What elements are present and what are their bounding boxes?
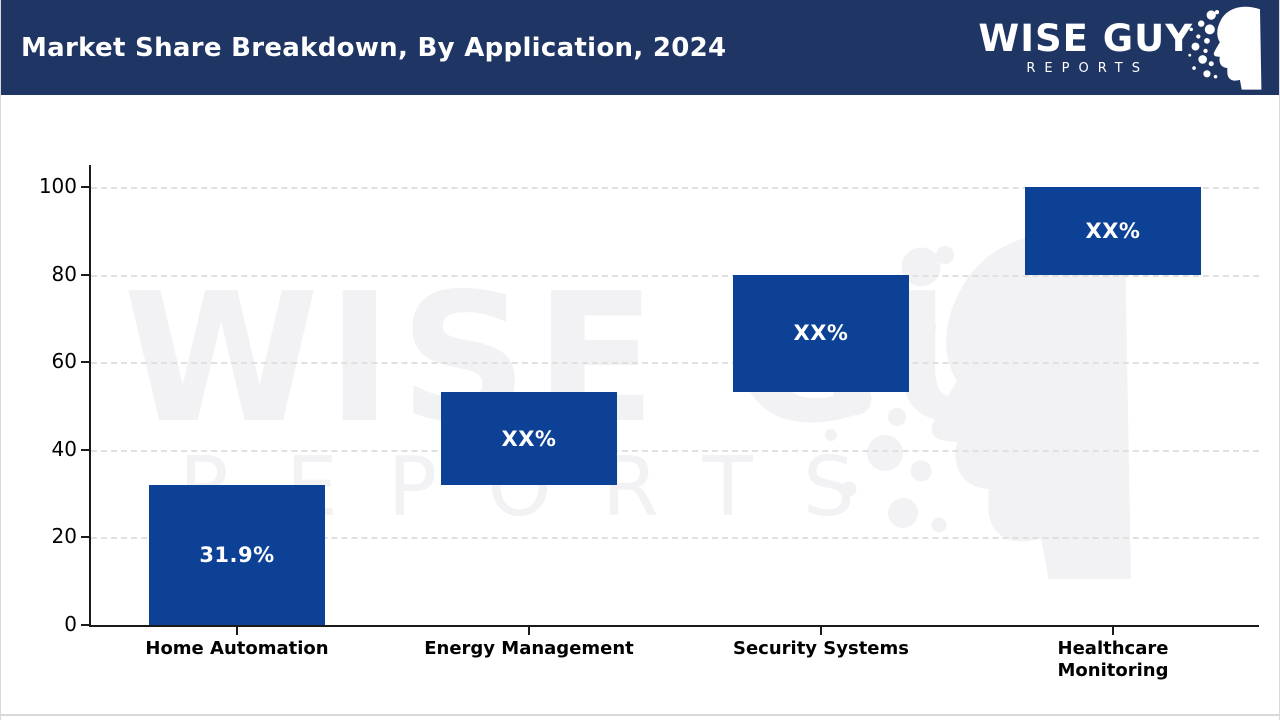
gridline-20: [91, 537, 1259, 540]
brand-logo: WISE GUY REPORTS: [978, 5, 1265, 91]
y-tick-label: 60: [51, 349, 77, 374]
y-tick-mark: [81, 624, 89, 626]
gridline-60: [91, 362, 1259, 365]
page-title: Market Share Breakdown, By Application, …: [21, 32, 727, 63]
header-bar: Market Share Breakdown, By Application, …: [1, 0, 1279, 95]
y-tick-label: 80: [51, 261, 77, 286]
bar-energy-management: XX%: [441, 391, 617, 486]
x-tick-label-healthcare-monitoring: Healthcare Monitoring: [1057, 638, 1169, 681]
bar-healthcare-monitoring: XX%: [1025, 186, 1201, 275]
gridline-40: [91, 449, 1259, 452]
bar-value-label: XX%: [501, 426, 557, 451]
logo-subtext: REPORTS: [1026, 60, 1149, 76]
y-tick-label: 20: [51, 524, 77, 549]
y-tick-label: 0: [64, 612, 77, 636]
bar-value-label: XX%: [1085, 218, 1141, 243]
y-tick-mark: [81, 448, 89, 451]
y-tick-mark: [81, 273, 89, 276]
y-axis: [89, 165, 91, 627]
gridline-80: [91, 274, 1259, 277]
x-tick-mark: [820, 627, 822, 635]
chart-area: WISE GU REPORTS 0 20 40 60 80 100 31.9% XX% XX%…: [1, 95, 1279, 715]
y-tick-mark: [81, 361, 89, 364]
x-axis: [89, 625, 1259, 627]
gridline-100: [91, 186, 1259, 189]
bar-value-label: XX%: [793, 321, 849, 346]
y-tick-label: 100: [38, 173, 77, 198]
bar-value-label: 31.9%: [199, 543, 275, 568]
x-tick-mark: [528, 627, 530, 635]
x-tick-label-security-systems: Security Systems: [732, 638, 909, 659]
logo-wordmark-text: WISE GUY: [978, 16, 1193, 60]
x-tick-label-home-automation: Home Automation: [145, 638, 329, 659]
y-tick-mark: [81, 185, 89, 188]
x-tick-label-energy-management: Energy Management: [424, 638, 634, 659]
bar-home-automation: 31.9%: [149, 485, 325, 625]
y-tick-label: 40: [51, 436, 77, 461]
logo-wordmark: WISE GUY REPORTS: [978, 20, 1193, 76]
x-tick-mark: [236, 627, 238, 635]
bar-security-systems: XX%: [733, 274, 909, 392]
logo-face-icon: [1188, 6, 1262, 90]
waterfall-chart: 0 20 40 60 80 100 31.9% XX% XX% XX% Home Automat…: [1, 95, 1279, 715]
y-tick-mark: [81, 536, 89, 539]
x-tick-mark: [1112, 627, 1114, 635]
